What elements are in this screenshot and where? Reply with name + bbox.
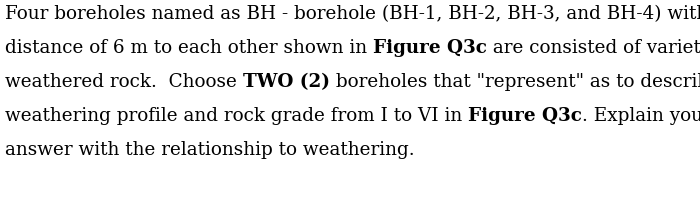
Text: Four boreholes named as BH - borehole (BH-1, BH-2, BH-3, and BH-4) with: Four boreholes named as BH - borehole (B… (5, 5, 700, 23)
Text: weathering profile and rock grade from I to VI in: weathering profile and rock grade from I… (5, 107, 468, 125)
Text: . Explain your: . Explain your (582, 107, 700, 125)
Text: boreholes that "represent" as to describe the: boreholes that "represent" as to describ… (330, 73, 700, 91)
Text: TWO (2): TWO (2) (243, 73, 330, 91)
Text: weathered rock.  Choose: weathered rock. Choose (5, 73, 243, 91)
Text: are consisted of variety of: are consisted of variety of (487, 39, 700, 57)
Text: Figure Q3c: Figure Q3c (468, 107, 582, 125)
Text: distance of 6 m to each other shown in: distance of 6 m to each other shown in (5, 39, 373, 57)
Text: answer with the relationship to weathering.: answer with the relationship to weatheri… (5, 141, 414, 159)
Text: Figure Q3c: Figure Q3c (373, 39, 487, 57)
